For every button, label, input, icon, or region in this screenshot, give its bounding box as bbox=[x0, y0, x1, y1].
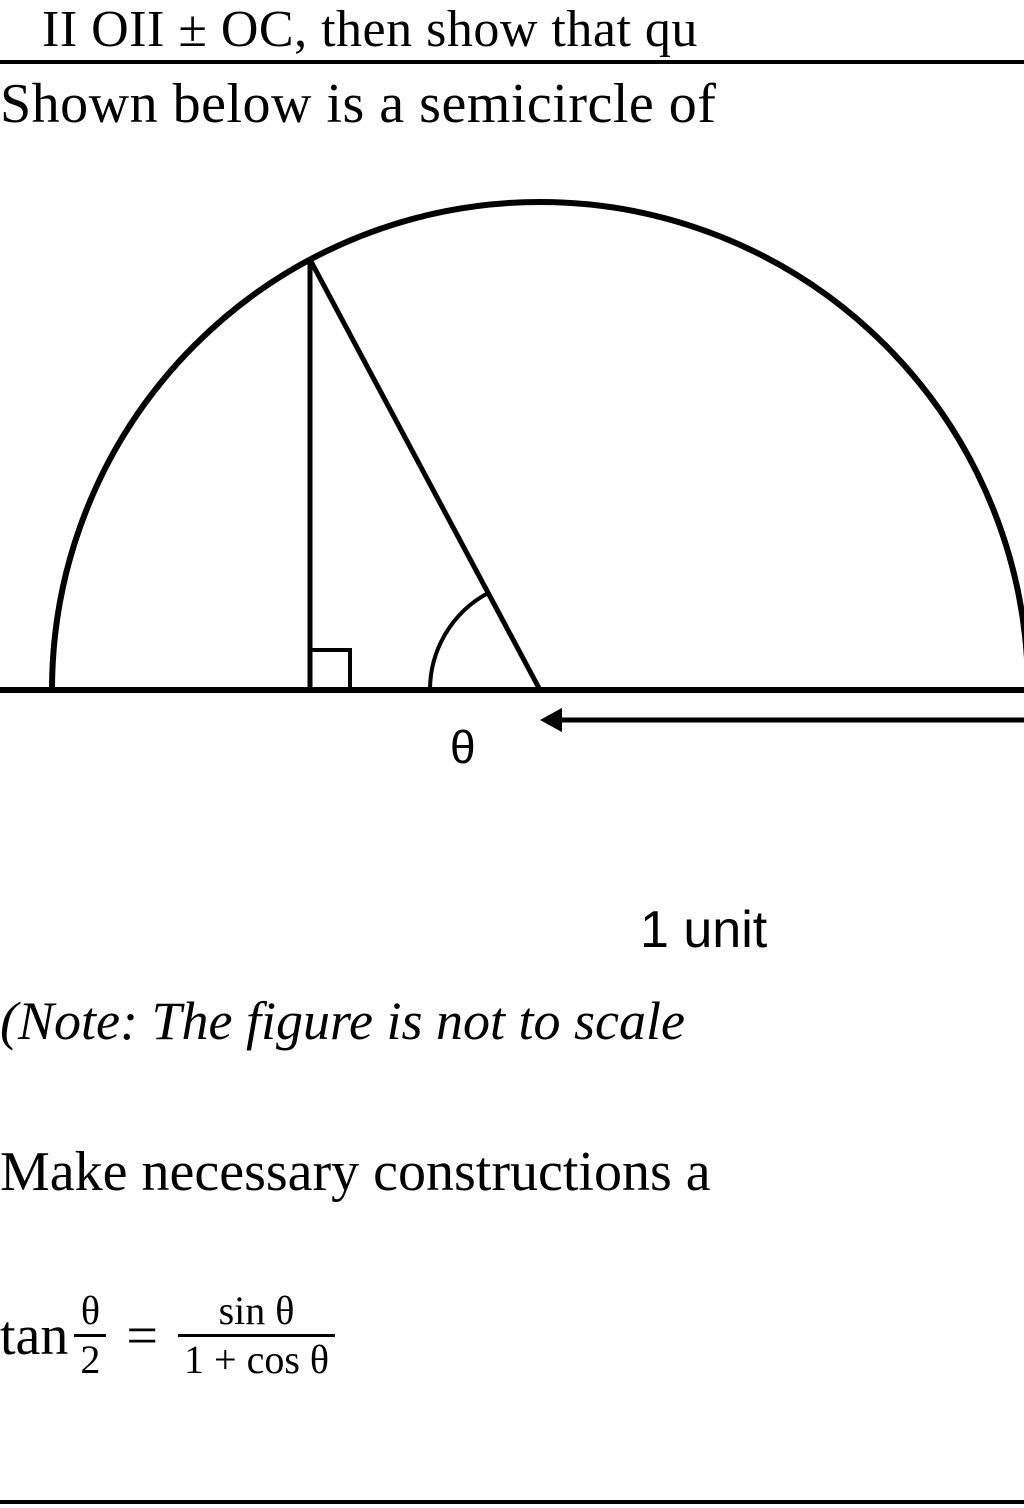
rhs-den: 1 + cos θ bbox=[178, 1334, 335, 1381]
tan-func: tan bbox=[0, 1304, 68, 1368]
half-angle-formula: tan θ 2 = sin θ 1 + cos θ bbox=[0, 1290, 341, 1381]
intro-text: Shown below is a semicircle of bbox=[0, 72, 716, 136]
bottom-horizontal-rule bbox=[0, 1500, 1024, 1504]
top-horizontal-rule bbox=[0, 60, 1024, 64]
partial-top-text: II OII ± OC, then show that qu bbox=[42, 0, 698, 59]
rhs-fraction: sin θ 1 + cos θ bbox=[178, 1290, 335, 1381]
lhs-num: θ bbox=[75, 1290, 106, 1334]
note-text: (Note: The figure is not to scale bbox=[0, 990, 685, 1052]
semicircle-diagram bbox=[0, 180, 1024, 940]
theta-label: θ bbox=[450, 720, 476, 774]
unit-label: 1 unit bbox=[640, 900, 767, 960]
lhs-fraction: θ 2 bbox=[74, 1290, 106, 1381]
make-constructions-text: Make necessary constructions a bbox=[0, 1140, 711, 1204]
lhs-den: 2 bbox=[74, 1334, 106, 1381]
equals-sign: = bbox=[126, 1304, 158, 1368]
rhs-num: sin θ bbox=[213, 1290, 301, 1334]
